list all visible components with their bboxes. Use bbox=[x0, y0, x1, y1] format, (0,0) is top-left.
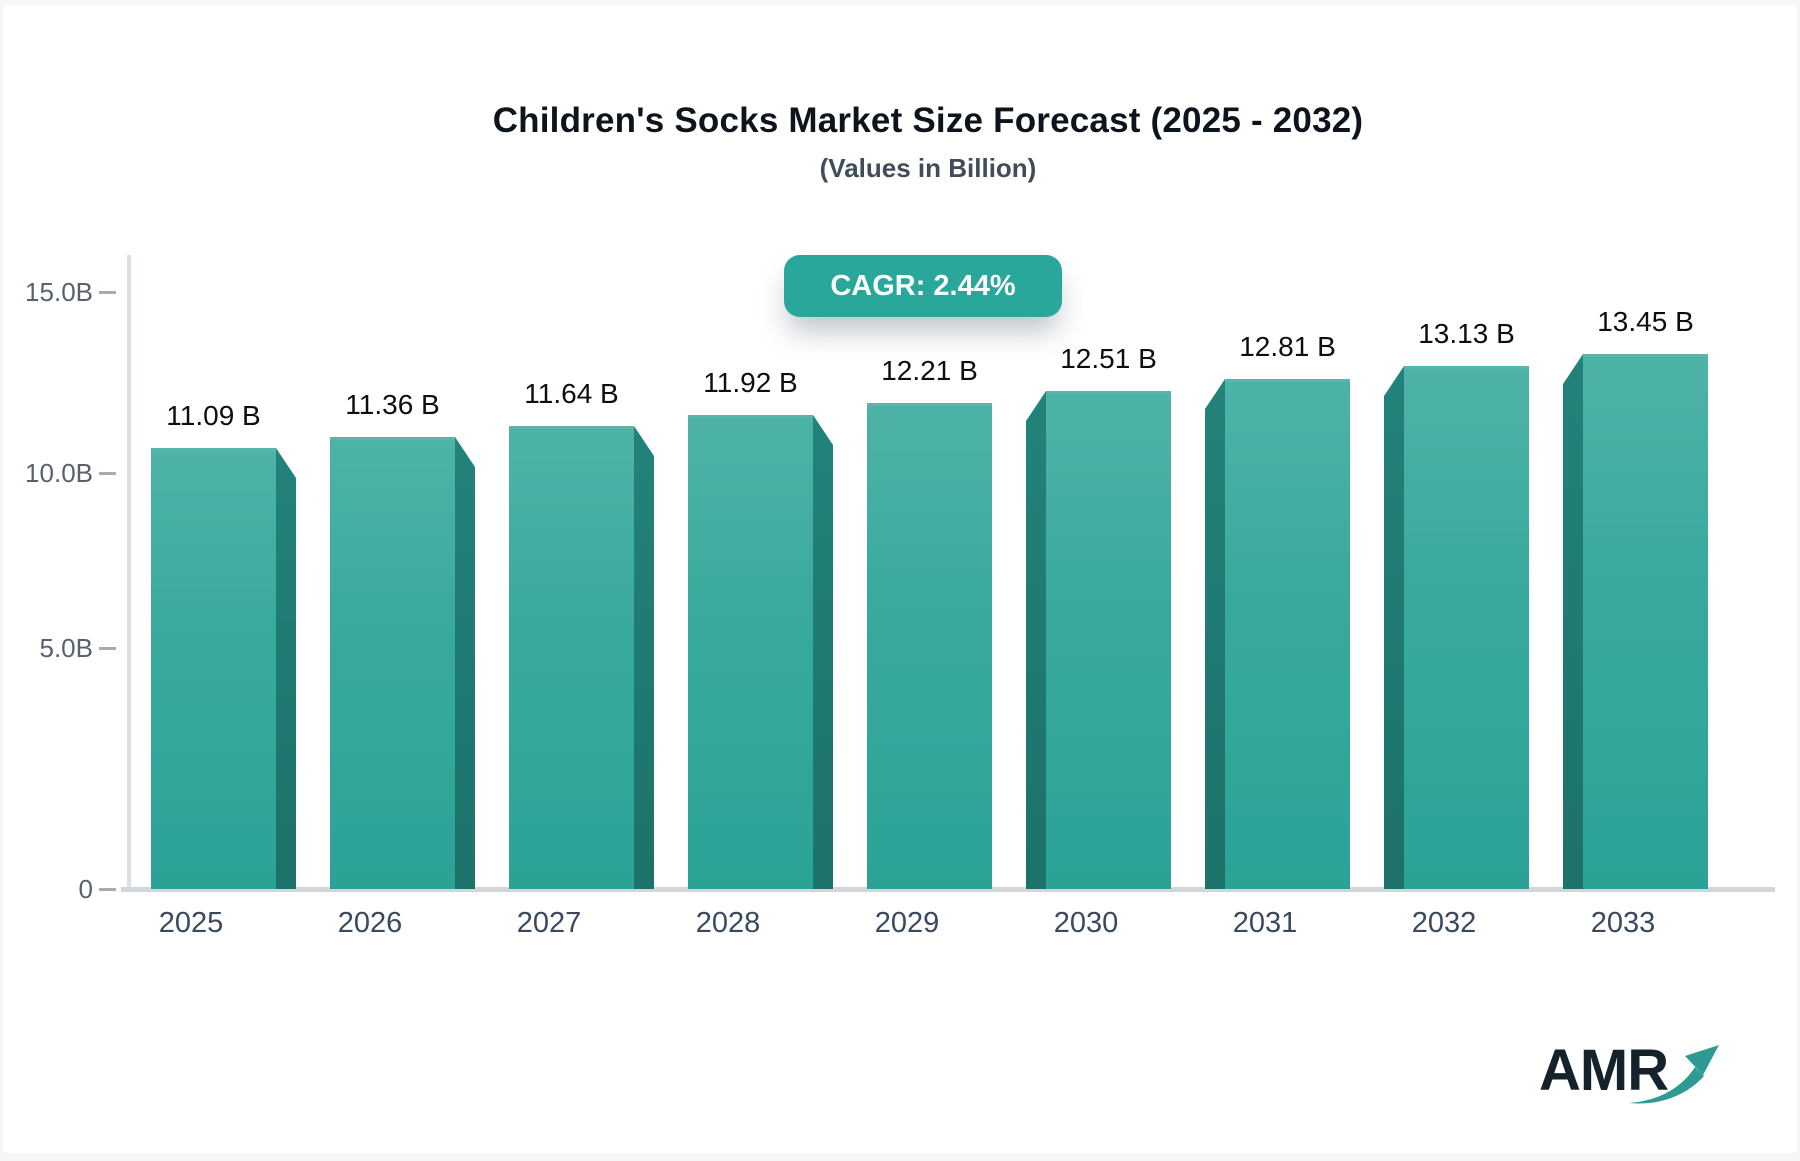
amr-logo: AMR bbox=[1539, 1037, 1719, 1117]
y-tick-label: 5.0B bbox=[3, 633, 93, 664]
bar bbox=[1046, 391, 1171, 889]
x-tick-label: 2029 bbox=[875, 907, 940, 940]
bar bbox=[151, 448, 276, 889]
bar-side-face bbox=[1384, 366, 1404, 889]
bar-side-face bbox=[813, 415, 833, 889]
bar-chart: 15.0B 10.0B 5.0B 0 11.09 B 2025 11.36 B 2026 11… bbox=[3, 5, 1800, 1161]
bar bbox=[509, 426, 634, 889]
bar-value-label: 12.21 B bbox=[881, 355, 978, 387]
bar-value-label: 11.92 B bbox=[703, 367, 797, 399]
bar bbox=[1583, 354, 1708, 889]
y-tick-label: 10.0B bbox=[3, 458, 93, 489]
x-tick-label: 2032 bbox=[1412, 907, 1477, 940]
x-tick-label: 2026 bbox=[338, 907, 403, 940]
bar bbox=[688, 415, 813, 889]
bar bbox=[867, 403, 992, 889]
y-tick-dash bbox=[99, 888, 116, 891]
bar-side-face bbox=[634, 426, 654, 889]
y-tick-label: 15.0B bbox=[3, 277, 93, 308]
y-tick-label: 0 bbox=[3, 874, 93, 905]
y-tick-dash bbox=[99, 472, 116, 475]
x-tick-label: 2025 bbox=[159, 907, 224, 940]
bar-value-label: 12.81 B bbox=[1239, 331, 1336, 363]
bar bbox=[1404, 366, 1529, 889]
bar-side-face bbox=[1205, 379, 1225, 889]
bar-value-label: 12.51 B bbox=[1060, 343, 1157, 375]
bar-value-label: 13.13 B bbox=[1418, 318, 1515, 350]
x-tick-label: 2030 bbox=[1054, 907, 1119, 940]
x-tick-label: 2033 bbox=[1591, 907, 1656, 940]
x-tick-label: 2028 bbox=[696, 907, 761, 940]
bar bbox=[330, 437, 455, 889]
bar-side-face bbox=[1026, 391, 1046, 889]
bar-side-face bbox=[276, 448, 296, 889]
chart-card: Children's Socks Market Size Forecast (2… bbox=[3, 5, 1797, 1153]
y-tick-dash bbox=[99, 291, 116, 294]
y-axis-line bbox=[127, 255, 131, 891]
y-tick-dash bbox=[99, 647, 116, 650]
x-tick-label: 2031 bbox=[1233, 907, 1298, 940]
bar-value-label: 13.45 B bbox=[1597, 306, 1694, 338]
bar-value-label: 11.64 B bbox=[524, 378, 618, 410]
bar-value-label: 11.09 B bbox=[166, 400, 260, 432]
bar-side-face bbox=[455, 437, 475, 889]
x-tick-label: 2027 bbox=[517, 907, 582, 940]
bar bbox=[1225, 379, 1350, 889]
growth-arrow-icon bbox=[1627, 1043, 1723, 1109]
bar-value-label: 11.36 B bbox=[345, 389, 439, 421]
bar-side-face bbox=[1563, 354, 1583, 889]
